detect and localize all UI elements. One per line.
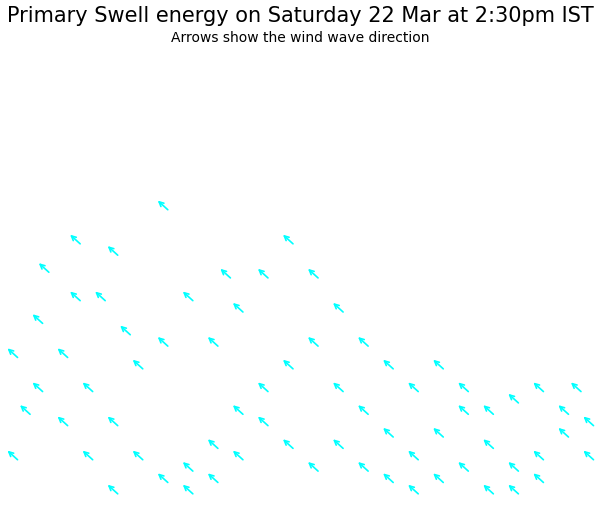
Text: Primary Swell energy on Saturday 22 Mar at 2:30pm IST: Primary Swell energy on Saturday 22 Mar … <box>7 6 594 26</box>
Text: Arrows show the wind wave direction: Arrows show the wind wave direction <box>171 31 430 45</box>
